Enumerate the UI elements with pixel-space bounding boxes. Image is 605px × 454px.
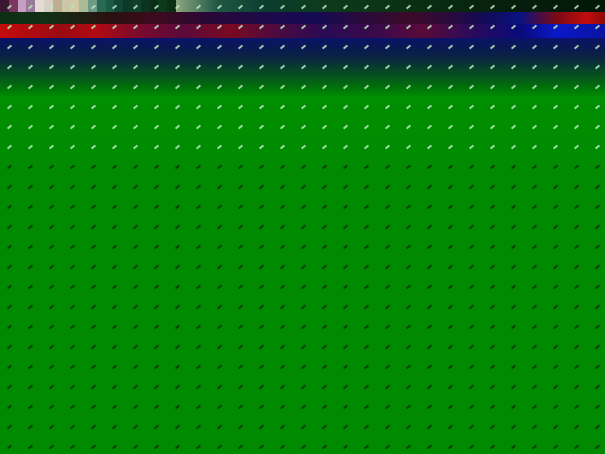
mosaic-cell (70, 0, 80, 12)
mosaic-cell (43, 0, 53, 12)
gradient-strip-upper (0, 12, 605, 24)
mosaic-cell (61, 0, 71, 12)
mosaic-cell (79, 0, 88, 12)
navy-to-green-gradient (0, 38, 605, 96)
mosaic-cell (149, 0, 159, 12)
mosaic-cell (26, 0, 36, 12)
mosaic-cell (105, 0, 115, 12)
mosaic-cell (96, 0, 106, 12)
mosaic-cell (35, 0, 44, 12)
mosaic-strip (0, 0, 176, 12)
mosaic-cell (17, 0, 27, 12)
mosaic-cell (158, 0, 168, 12)
mosaic-cell (0, 0, 9, 12)
mosaic-cell (123, 0, 132, 12)
solid-green-field (0, 96, 605, 454)
mosaic-cell (140, 0, 150, 12)
gradient-strip-lower (0, 24, 605, 38)
mosaic-cell (52, 0, 62, 12)
mosaic-cell (8, 0, 18, 12)
mosaic-cell (87, 0, 97, 12)
mosaic-cell (131, 0, 141, 12)
mosaic-cell (167, 0, 176, 12)
mosaic-cell (114, 0, 124, 12)
